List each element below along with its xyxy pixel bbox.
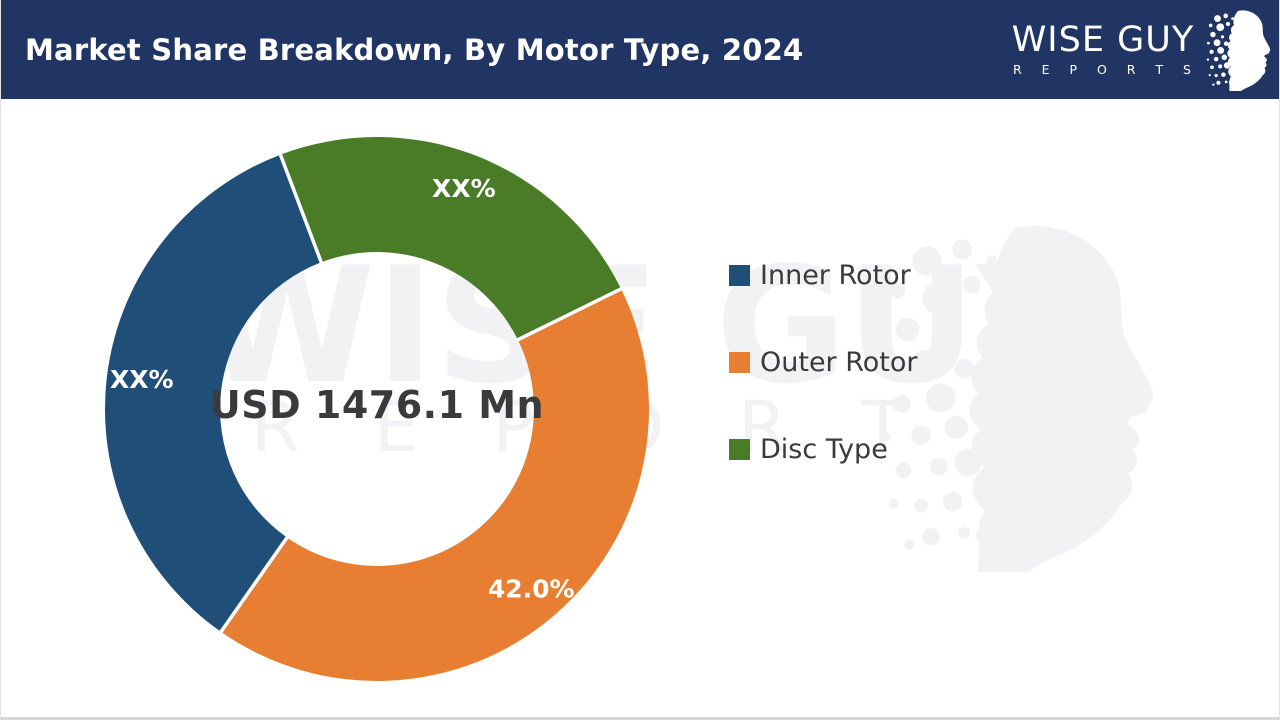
legend-swatch-disc-type — [729, 438, 750, 460]
segment-data-label-disc-type: XX% — [432, 174, 496, 203]
legend-label: Disc Type — [760, 433, 888, 465]
legend-label: Outer Rotor — [760, 346, 918, 378]
brand-logo-text: WISE GUY R E P O R T S — [1007, 20, 1199, 78]
page-title: Market Share Breakdown, By Motor Type, 2… — [25, 32, 804, 67]
donut-chart: XX% XX% 42.0% — [103, 135, 651, 683]
donut-segment-disc-type — [280, 137, 622, 340]
legend-item-inner-rotor: Inner Rotor — [729, 258, 918, 292]
brand-name: WISE GUY — [1011, 20, 1195, 60]
brand-subname: R E P O R T S — [1012, 62, 1199, 77]
donut-segment-outer-rotor — [220, 288, 649, 681]
chart-legend: Inner Rotor Outer Rotor Disc Type — [729, 258, 918, 519]
legend-label: Inner Rotor — [760, 259, 911, 291]
header-bar: Market Share Breakdown, By Motor Type, 2… — [1, 0, 1279, 99]
segment-data-label-outer-rotor: 42.0% — [488, 574, 575, 603]
brand-logo: WISE GUY R E P O R T S — [1007, 6, 1273, 94]
brand-face-icon — [1203, 9, 1273, 91]
legend-item-disc-type: Disc Type — [729, 432, 918, 466]
donut-segment-inner-rotor — [105, 154, 322, 632]
segment-separator — [218, 535, 289, 634]
segment-separator — [516, 286, 623, 342]
legend-item-outer-rotor: Outer Rotor — [729, 345, 918, 379]
segment-data-label-inner-rotor: XX% — [110, 365, 174, 394]
legend-swatch-inner-rotor — [729, 264, 750, 286]
segment-separator — [278, 153, 324, 264]
legend-swatch-outer-rotor — [729, 351, 750, 373]
chart-center-value: USD 1476.1 Mn — [209, 383, 545, 427]
